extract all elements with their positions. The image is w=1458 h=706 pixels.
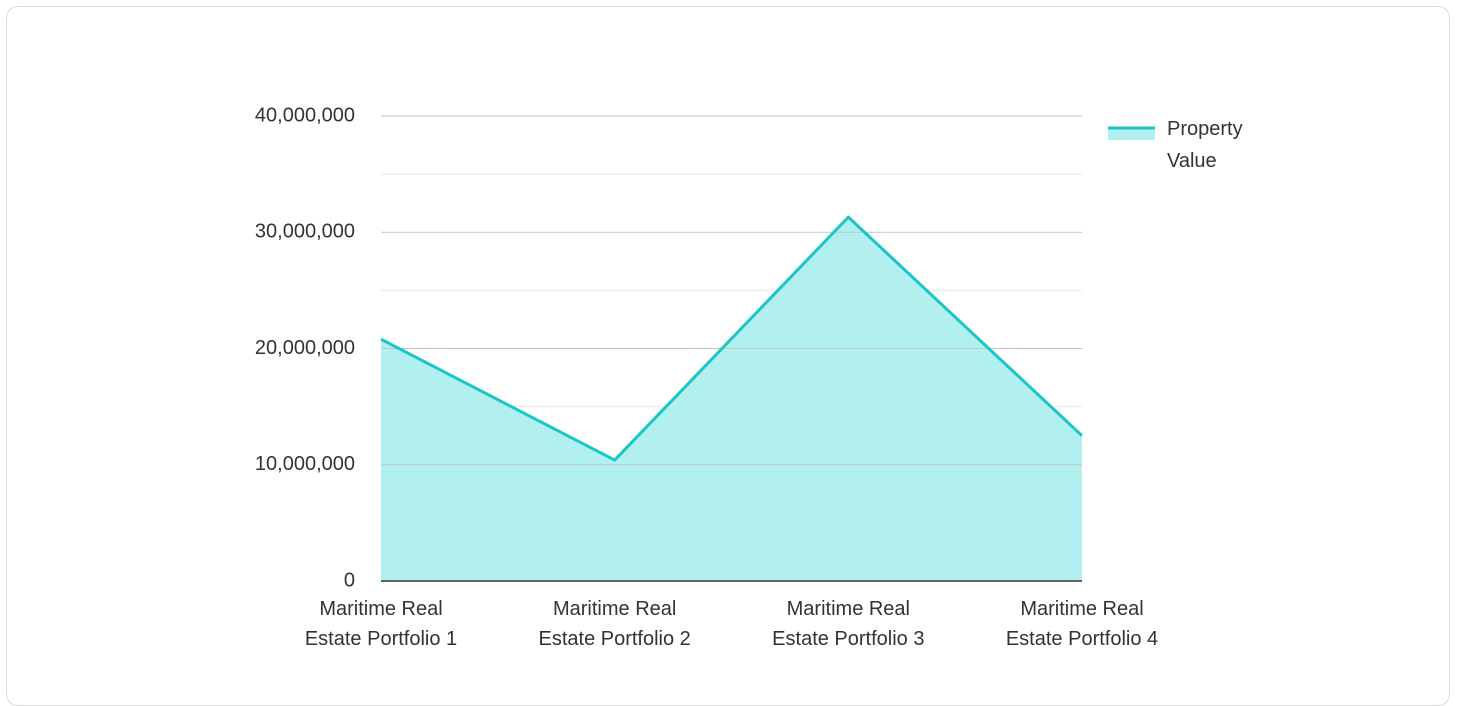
legend-swatch-fill — [1108, 128, 1155, 140]
x-tick-label: Maritime Real Estate Portfolio 3 — [772, 598, 925, 650]
area-fill — [381, 217, 1082, 581]
x-tick-label: Maritime Real Estate Portfolio 1 — [304, 598, 458, 650]
y-tick-label: 0 — [344, 569, 355, 591]
x-tick-label: Maritime Real Estate Portfolio 4 — [1005, 598, 1159, 650]
y-tick-label: 30,000,000 — [255, 221, 355, 243]
x-tick-label: Maritime Real Estate Portfolio 2 — [538, 598, 691, 650]
legend-label: Property Value — [1167, 118, 1243, 172]
y-tick-label: 10,000,000 — [255, 453, 355, 475]
y-tick-label: 40,000,000 — [255, 104, 355, 126]
area-line — [380, 215, 1084, 462]
y-tick-label: 20,000,000 — [255, 337, 355, 359]
